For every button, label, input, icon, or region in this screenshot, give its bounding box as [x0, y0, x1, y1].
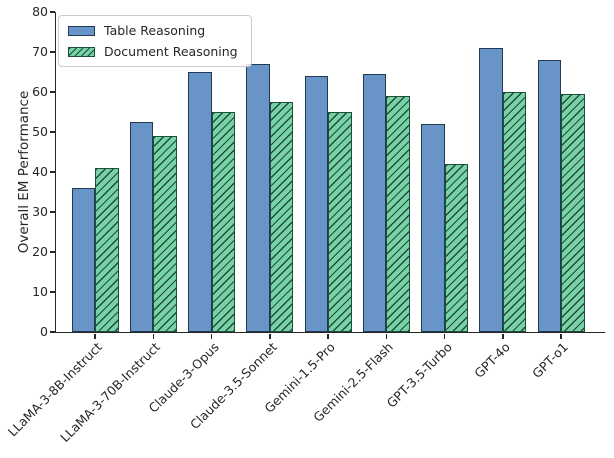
bar-table-reasoning-2 [188, 72, 212, 332]
y-tick-label: 40 [32, 164, 48, 179]
x-tick-mark [443, 333, 446, 339]
legend-row: Document Reasoning [68, 44, 238, 59]
y-tick-mark [49, 51, 55, 53]
y-tick-label: 50 [32, 124, 48, 139]
bar-document-reasoning-7 [502, 92, 527, 332]
bar-document-reasoning-6 [444, 164, 468, 332]
y-tick-mark [49, 251, 55, 253]
x-tick-mark [502, 333, 504, 339]
bar-table-reasoning-5 [362, 74, 387, 332]
bar-table-reasoning-4 [304, 76, 328, 332]
legend-swatch-icon [68, 46, 95, 57]
y-tick-label: 0 [40, 324, 48, 339]
x-tick-mark [210, 333, 213, 339]
x-tick-mark [269, 333, 271, 339]
y-tick-mark [49, 331, 55, 333]
bar-document-reasoning-0 [95, 168, 119, 332]
legend: Table Reasoning Document Reasoning [58, 15, 252, 67]
bar-table-reasoning-8 [537, 60, 561, 332]
y-tick-label: 80 [32, 4, 48, 19]
legend-swatch-icon [68, 25, 95, 36]
bar-document-reasoning-5 [386, 96, 410, 332]
bar-document-reasoning-3 [269, 102, 294, 332]
legend-row: Table Reasoning [68, 23, 238, 38]
y-tick-label: 10 [32, 284, 48, 299]
bar-table-reasoning-3 [246, 64, 270, 332]
y-tick-mark [49, 11, 55, 13]
x-tick-mark [560, 333, 562, 339]
x-tick-mark [385, 333, 387, 339]
y-tick-label: 20 [32, 244, 48, 259]
x-tick-mark [152, 333, 154, 339]
legend-label: Table Reasoning [104, 23, 206, 38]
legend-label: Document Reasoning [104, 44, 238, 59]
y-tick-mark [49, 291, 55, 293]
plot-area: 0 10 20 30 40 50 60 70 80 LLaMA-3-8B-Instruct LLaM… [5, 4, 605, 445]
y-tick-label: 30 [32, 204, 48, 219]
y-tick-mark [49, 91, 55, 93]
bar-document-reasoning-4 [328, 112, 352, 332]
bar-table-reasoning-6 [421, 124, 445, 332]
x-tick-mark [94, 333, 96, 339]
y-tick-mark [49, 211, 55, 213]
y-tick-mark [49, 171, 55, 173]
bar-document-reasoning-1 [153, 136, 177, 332]
bar-table-reasoning-0 [71, 188, 95, 332]
bar-document-reasoning-2 [211, 112, 235, 332]
x-tick-mark [327, 333, 329, 339]
bar-document-reasoning-8 [561, 94, 585, 332]
y-tick-label: 60 [32, 84, 48, 99]
bar-table-reasoning-7 [479, 48, 503, 332]
y-tick-mark [49, 131, 55, 133]
y-tick-label: 70 [32, 44, 48, 59]
bar-table-reasoning-1 [129, 122, 154, 332]
